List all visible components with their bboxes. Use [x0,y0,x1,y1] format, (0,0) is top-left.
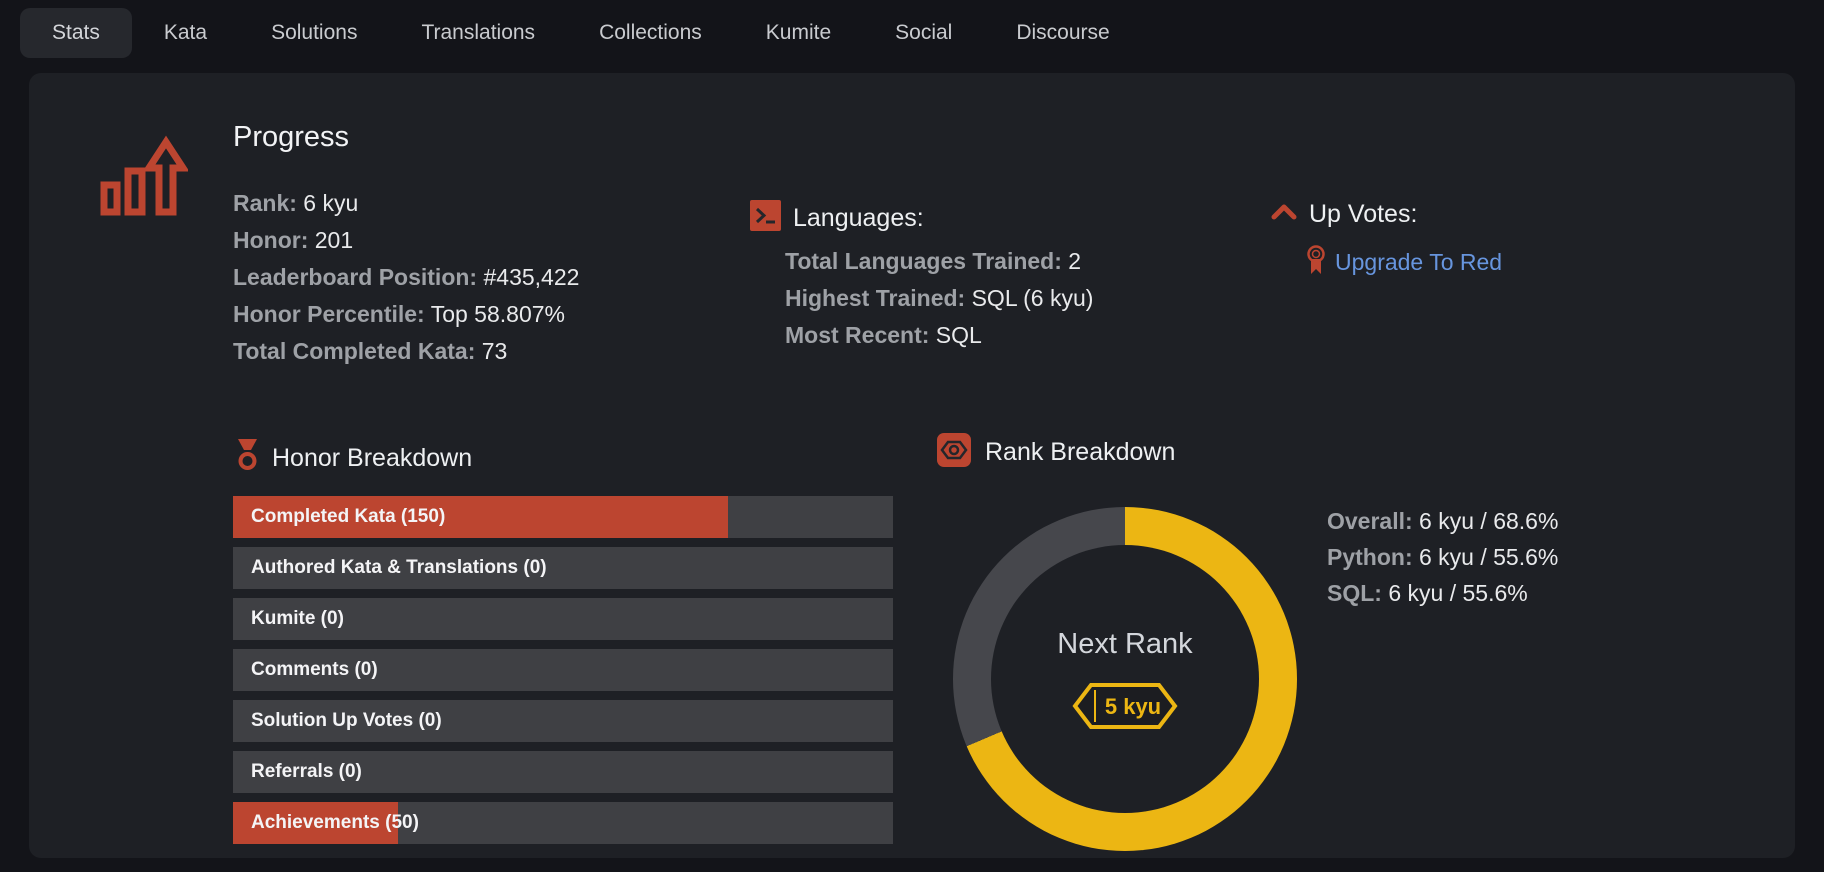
rank-donut: Next Rank 5 kyu [953,507,1297,851]
stat-sql-rank: SQL: 6 kyu / 55.6% [1327,580,1528,606]
honor-breakdown-title: Honor Breakdown [272,443,473,472]
stat-overall-rank: Overall: 6 kyu / 68.6% [1327,508,1559,534]
upvotes-upgrade-row: Upgrade To Red [1307,245,1502,280]
hexagon-rank-icon [937,433,971,472]
stat-python-rank: Python: 6 kyu / 55.6% [1327,544,1559,570]
stat-most-recent: Most Recent: SQL [785,322,982,348]
next-rank-label: Next Rank [1057,627,1193,660]
progress-chart-icon [100,135,190,222]
tab-kata[interactable]: Kata [163,21,208,44]
tab-collections[interactable]: Collections [599,21,702,44]
chevron-up-icon [1271,203,1297,226]
honor-bar-solution-upvotes: Solution Up Votes (0) [233,700,893,742]
tab-kumite[interactable]: Kumite [765,21,832,44]
next-rank-badge: 5 kyu [1072,682,1178,729]
honor-bar-achievements: Achievements (50) [233,802,893,844]
tab-discourse[interactable]: Discourse [1016,21,1110,44]
progress-title: Progress [233,121,350,153]
stat-honor: Honor: 201 [233,227,354,253]
stat-leaderboard-position: Leaderboard Position: #435,422 [233,264,580,290]
bar-fill [233,496,728,538]
tab-social[interactable]: Social [895,21,953,44]
stat-total-languages: Total Languages Trained: 2 [785,248,1082,274]
stats-card: Progress Rank: 6 kyu Honor: 201 Leaderbo… [29,73,1795,858]
languages-stats: Total Languages Trained: 2 Highest Train… [785,243,1093,354]
rank-breakdown-title: Rank Breakdown [985,438,1176,466]
stat-honor-percentile: Honor Percentile: Top 58.807% [233,301,565,327]
progress-stats: Rank: 6 kyu Honor: 201 Leaderboard Posit… [233,185,579,370]
languages-header: Languages: [750,200,924,236]
red-badge-ribbon-icon [1307,245,1325,280]
upvotes-title: Up Votes: [1309,200,1418,228]
svg-text:5 kyu: 5 kyu [1105,694,1161,719]
honor-bar-authored: Authored Kata & Translations (0) [233,547,893,589]
honor-bar-referrals: Referrals (0) [233,751,893,793]
rank-donut-center: Next Rank 5 kyu [991,545,1259,813]
languages-title: Languages: [793,203,924,232]
upgrade-to-red-link[interactable]: Upgrade To Red [1335,249,1503,275]
tab-solutions[interactable]: Solutions [271,21,358,44]
rank-breakdown-stats: Overall: 6 kyu / 68.6% Python: 6 kyu / 5… [1327,503,1558,611]
medal-icon [237,439,258,477]
tab-translations[interactable]: Translations [421,21,536,44]
stat-total-completed-kata: Total Completed Kata: 73 [233,338,508,364]
honor-bar-comments: Comments (0) [233,649,893,691]
rank-breakdown-header: Rank Breakdown [937,433,1175,472]
upvotes-header: Up Votes: [1271,200,1417,229]
honor-breakdown-bars: Completed Kata (150) Authored Kata & Tra… [233,496,893,853]
tab-stats[interactable]: Stats [20,8,132,58]
honor-bar-completed-kata: Completed Kata (150) [233,496,893,538]
terminal-icon [750,200,781,236]
honor-breakdown-header: Honor Breakdown [237,439,472,477]
top-nav: Stats Kata Solutions Translations Collec… [0,0,1824,62]
stat-rank: Rank: 6 kyu [233,190,359,216]
stat-highest-trained: Highest Trained: SQL (6 kyu) [785,285,1094,311]
honor-bar-kumite: Kumite (0) [233,598,893,640]
bar-fill [233,802,398,844]
